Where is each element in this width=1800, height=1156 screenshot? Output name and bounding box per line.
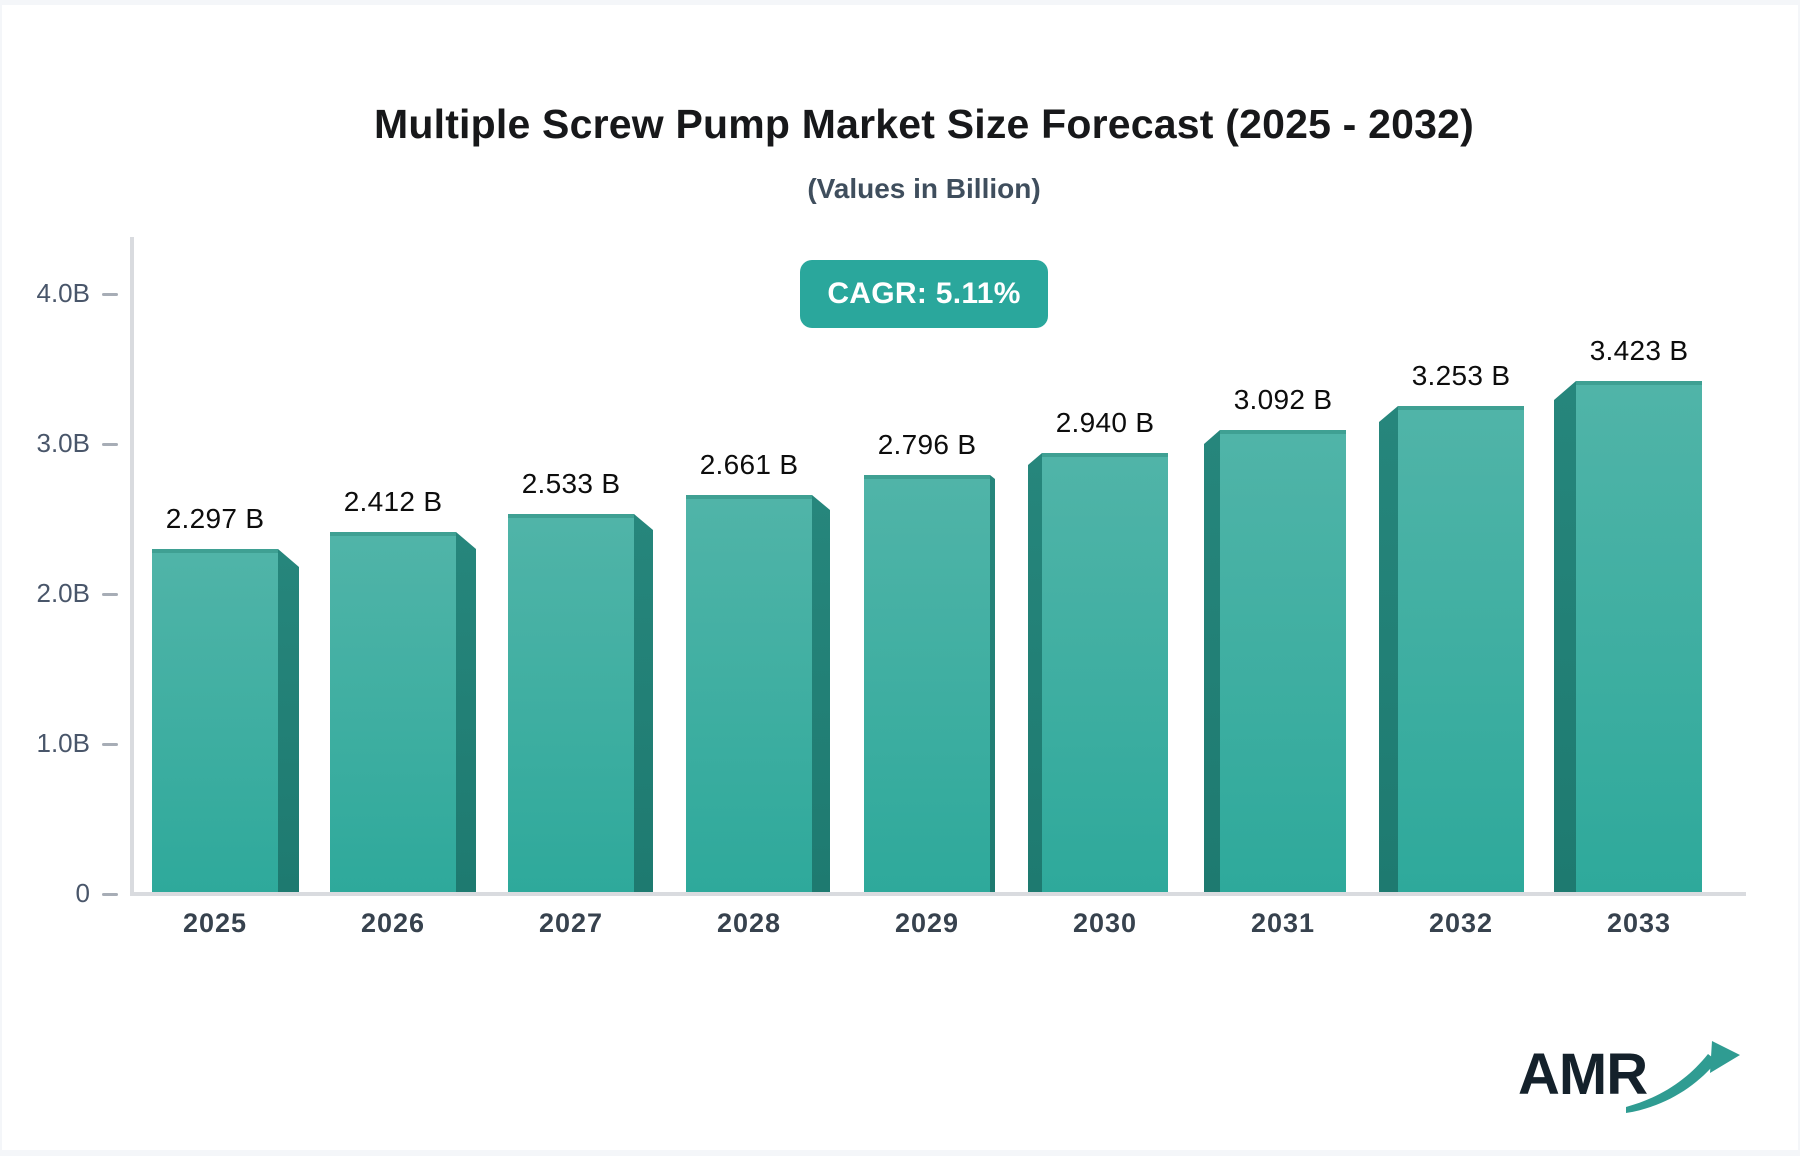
- bar-side-face-2029: [990, 475, 995, 894]
- y-tick-label: 0: [75, 878, 90, 908]
- y-tick-mark: [102, 743, 118, 746]
- bar-side-face-2028: [812, 495, 830, 894]
- y-tick-mark: [102, 593, 118, 596]
- x-tick-label: 2029: [894, 908, 960, 938]
- bar-side-face-2033: [1554, 381, 1576, 894]
- x-tick-label: 2031: [1250, 908, 1316, 938]
- x-tick-label: 2026: [360, 908, 426, 938]
- bar-value-label: 2.940 B: [1055, 407, 1155, 438]
- chart-title: Multiple Screw Pump Market Size Forecast…: [374, 101, 1474, 147]
- bar-value-label: 2.412 B: [343, 486, 443, 517]
- bar-side-face-2026: [456, 532, 476, 894]
- bar-value-label: 2.297 B: [165, 503, 265, 534]
- x-tick-label: 2028: [716, 908, 782, 938]
- bar-value-label: 2.533 B: [521, 468, 621, 499]
- bar-2030: [1042, 453, 1168, 894]
- x-tick-label: 2030: [1072, 908, 1138, 938]
- bar-value-label: 3.092 B: [1233, 384, 1333, 415]
- y-tick-mark: [102, 893, 118, 896]
- bar-2025: [152, 549, 278, 894]
- x-tick-label: 2033: [1606, 908, 1672, 938]
- cagr-badge: CAGR: 5.11%: [800, 260, 1048, 328]
- y-tick-label: 4.0B: [36, 278, 91, 308]
- y-tick-mark: [102, 293, 118, 296]
- bar-value-label: 3.423 B: [1589, 335, 1689, 366]
- bar-2026: [330, 532, 456, 894]
- y-axis-line: [130, 237, 134, 896]
- bar-2029: [864, 475, 990, 894]
- bar-2028: [686, 495, 812, 894]
- amr-logo: AMR: [1518, 1035, 1740, 1125]
- bar-value-label: 2.661 B: [699, 449, 799, 480]
- y-tick-label: 2.0B: [36, 578, 91, 608]
- y-tick-label: 3.0B: [36, 428, 91, 458]
- amr-logo-text: AMR: [1518, 1042, 1648, 1107]
- bar-value-label: 2.796 B: [877, 429, 977, 460]
- chart-subtitle: (Values in Billion): [807, 173, 1041, 204]
- bar-2032: [1398, 406, 1524, 894]
- bar-2027: [508, 514, 634, 894]
- y-tick-mark: [102, 443, 118, 446]
- y-tick-label: 1.0B: [36, 728, 91, 758]
- bar-side-face-2025: [278, 549, 299, 894]
- bar-2033: [1576, 381, 1702, 894]
- bar-value-label: 3.253 B: [1411, 360, 1511, 391]
- x-axis-line: [130, 892, 1746, 896]
- bar-side-face-2027: [634, 514, 653, 894]
- x-tick-label: 2027: [538, 908, 604, 938]
- bar-2031: [1220, 430, 1346, 894]
- bar-side-face-2031: [1204, 430, 1220, 894]
- bar-side-face-2030: [1028, 453, 1042, 894]
- x-tick-label: 2025: [182, 908, 248, 938]
- bar-side-face-2032: [1379, 406, 1398, 894]
- bar-chart-plot: 4.0B 3.0B 2.0B 1.0B 0 2.297 B 2.412 B 2.533 B 2…: [2, 5, 1798, 1150]
- x-tick-label: 2032: [1428, 908, 1494, 938]
- trending-up-arrow-icon: [1626, 1041, 1740, 1113]
